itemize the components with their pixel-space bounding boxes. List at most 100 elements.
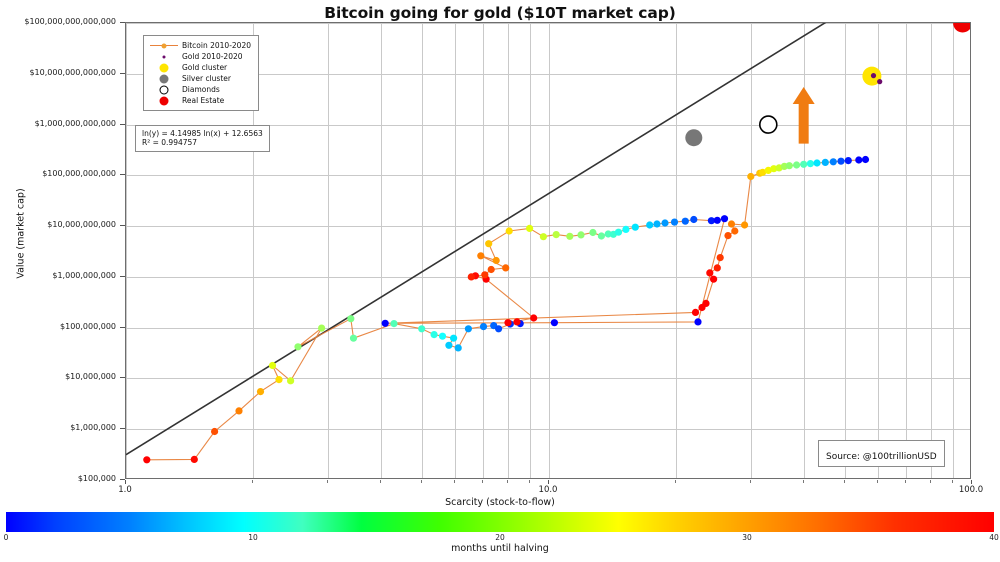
- bitcoin-data-point: [724, 232, 732, 240]
- gridline-vertical: [878, 23, 879, 478]
- legend-item: Gold cluster: [149, 62, 251, 73]
- bitcoin-trail-line: [146, 158, 866, 461]
- legend-item-label: Gold 2010-2020: [182, 52, 243, 61]
- y-axis-tick-label: $10,000,000: [65, 372, 116, 382]
- legend-item-label: Gold cluster: [182, 63, 228, 72]
- colorbar-container: 0 10 20 30 40 months until halving: [0, 512, 1000, 562]
- gold-target-arrow: [792, 86, 815, 144]
- bitcoin-data-point: [143, 456, 151, 464]
- bitcoin-data-point: [504, 319, 512, 327]
- data-layer: [126, 23, 970, 464]
- bitcoin-data-point: [706, 269, 714, 277]
- x-axis-tick-mark: [971, 480, 972, 484]
- bitcoin-data-point: [430, 331, 438, 339]
- legend-item-label: Bitcoin 2010-2020: [182, 41, 251, 50]
- gridline-horizontal: [126, 378, 970, 379]
- bitcoin-data-point: [450, 334, 458, 342]
- bitcoin-data-point: [530, 314, 538, 322]
- bitcoin-data-point: [829, 158, 837, 166]
- bitcoin-data-point: [614, 228, 623, 236]
- bitcoin-data-point: [716, 254, 724, 262]
- gridline-vertical: [530, 23, 531, 478]
- legend: Bitcoin 2010-2020 Gold 2010-2020 Gold clus…: [143, 35, 259, 111]
- bitcoin-data-point: [844, 157, 852, 165]
- bitcoin-data-point: [513, 318, 521, 326]
- bitcoin-data-point: [438, 332, 447, 340]
- x-axis-minor-tick: [252, 480, 253, 483]
- bitcoin-data-point: [481, 271, 489, 279]
- bitcoin-data-point: [622, 225, 630, 233]
- bitcoin-data-point: [445, 341, 453, 349]
- bitcoin-data-point: [713, 216, 721, 224]
- equation-text: ln(y) = 4.14985 ln(x) + 12.6563: [142, 129, 263, 138]
- bitcoin-data-point: [589, 228, 597, 237]
- legend-marker-icon: [149, 73, 179, 84]
- bitcoin-data-point: [741, 221, 749, 229]
- bitcoin-data-point: [390, 320, 398, 328]
- bitcoin-data-point: [806, 160, 815, 168]
- bitcoin-data-point: [566, 232, 574, 240]
- y-axis-tick-label: $1,000,000: [70, 423, 116, 433]
- bitcoin-data-point: [653, 220, 661, 228]
- x-axis-minor-tick: [905, 480, 906, 483]
- legend-item: Diamonds: [149, 84, 251, 95]
- bitcoin-data-point: [690, 215, 698, 224]
- colorbar-tick-label: 20: [495, 533, 505, 542]
- y-axis-tick-label: $100,000,000: [60, 321, 116, 331]
- legend-marker-icon: [149, 51, 179, 62]
- y-axis-tick-label: $10,000,000,000,000: [29, 67, 116, 77]
- bitcoin-data-point: [731, 227, 739, 235]
- gridline-vertical: [126, 23, 127, 478]
- bitcoin-data-point: [770, 165, 778, 173]
- bitcoin-data-point: [710, 275, 718, 283]
- gridline-horizontal: [126, 328, 970, 329]
- bitcoin-data-point: [294, 343, 302, 351]
- bitcoin-data-point: [821, 158, 829, 166]
- bitcoin-data-point: [464, 325, 472, 333]
- bitcoin-data-point: [318, 324, 326, 332]
- bitcoin-data-point: [381, 319, 389, 327]
- y-axis-tick-label: $100,000: [77, 474, 116, 483]
- gridline-vertical: [483, 23, 484, 478]
- colorbar-tick-label: 10: [248, 533, 258, 542]
- bitcoin-data-point: [759, 168, 767, 176]
- gridline-vertical: [253, 23, 254, 478]
- bitcoin-data-point: [347, 315, 355, 323]
- bitcoin-data-point: [268, 361, 277, 370]
- bitcoin-data-point: [661, 219, 669, 227]
- legend-item: Real Estate: [149, 95, 251, 106]
- x-axis-tick-label: 1.0: [118, 485, 132, 495]
- bitcoin-data-point: [727, 220, 736, 228]
- reference-marker-silver-cluster: [685, 129, 703, 147]
- gridline-vertical: [508, 23, 509, 478]
- y-axis-label: Value (market cap): [15, 188, 27, 279]
- bitcoin-data-point: [747, 172, 755, 181]
- colorbar-label: months until halving: [451, 543, 549, 554]
- gridline-horizontal: [126, 277, 970, 278]
- x-axis-minor-tick: [750, 480, 751, 483]
- colorbar-tick-label: 40: [989, 533, 999, 542]
- gridline-vertical: [953, 23, 954, 478]
- gridline-vertical: [804, 23, 805, 478]
- bitcoin-data-point: [713, 264, 721, 272]
- bitcoin-data-point: [707, 217, 716, 225]
- x-axis-tick-label: 10.0: [538, 485, 558, 495]
- bitcoin-data-point: [813, 159, 821, 167]
- x-axis-minor-tick: [844, 480, 845, 483]
- bitcoin-data-point: [235, 407, 243, 415]
- bitcoin-data-point: [485, 240, 493, 248]
- bitcoin-data-point: [550, 319, 558, 327]
- legend-marker-icon: [149, 95, 179, 106]
- colorbar-tick-label: 0: [3, 533, 9, 542]
- gridline-vertical: [906, 23, 907, 478]
- gridline-vertical: [931, 23, 932, 478]
- bitcoin-data-point: [552, 231, 560, 239]
- x-axis-tick-mark: [125, 480, 126, 484]
- x-axis-minor-tick: [803, 480, 804, 483]
- equation-annotation: ln(y) = 4.14985 ln(x) + 12.6563 R² = 0.9…: [135, 125, 270, 152]
- legend-marker-icon: [149, 84, 179, 95]
- bitcoin-data-point: [467, 273, 475, 281]
- gridline-horizontal: [126, 226, 970, 227]
- gridline-horizontal: [126, 125, 970, 126]
